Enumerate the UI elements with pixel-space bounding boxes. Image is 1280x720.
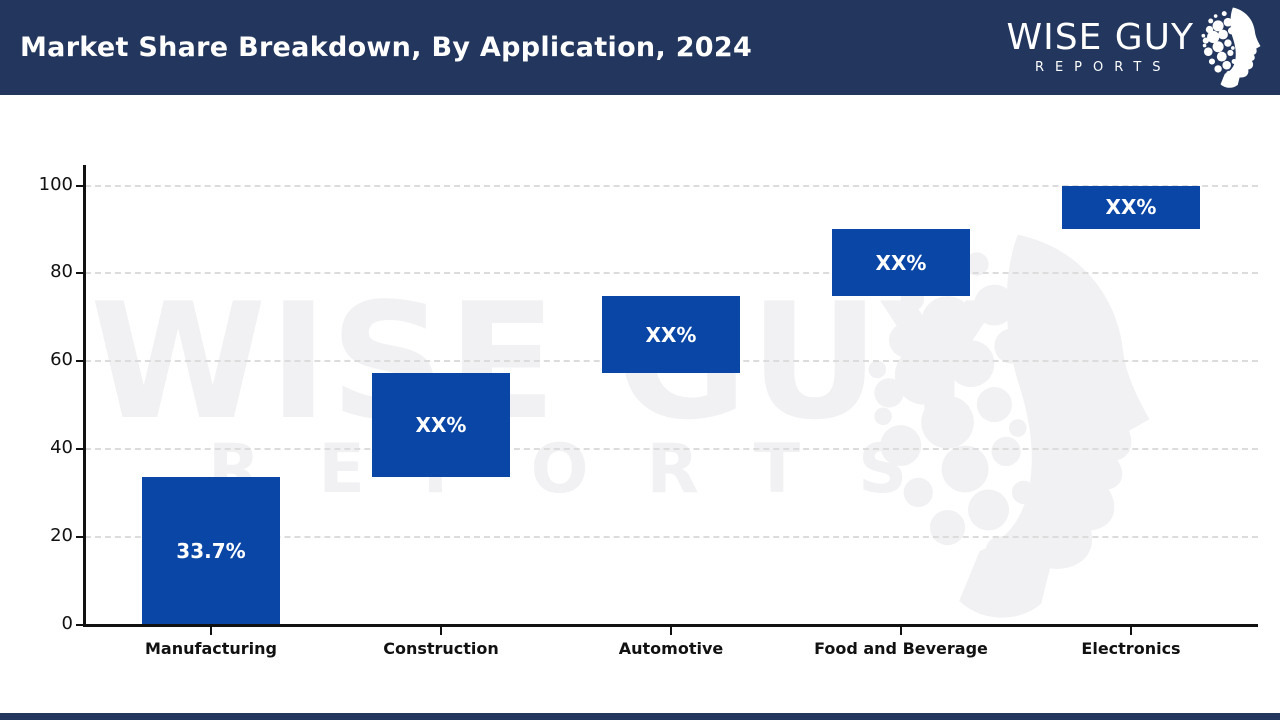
y-tick-mark [76, 448, 85, 451]
y-tick-label: 60 [50, 349, 73, 371]
gridline [85, 536, 1258, 539]
y-tick-label: 40 [50, 437, 73, 459]
x-axis-line [83, 624, 1258, 627]
gridline [85, 184, 1258, 187]
footer-bar [0, 713, 1280, 720]
x-category-label: Construction [383, 639, 499, 658]
y-tick-mark [76, 624, 85, 626]
y-axis-line [83, 165, 86, 627]
logo-wordmark: WISE GUY [1006, 17, 1194, 58]
y-tick-label: 100 [38, 173, 73, 195]
x-category-label: Manufacturing [145, 639, 277, 658]
bar-value-label: XX% [1105, 195, 1157, 220]
logo-subtext: REPORTS [1034, 60, 1172, 75]
brand-logo: WISE GUY REPORTS [1007, 0, 1267, 95]
bar-value-label: XX% [415, 413, 467, 438]
bar: XX% [1062, 185, 1200, 230]
bar-value-label: XX% [645, 322, 697, 347]
logo-head-icon [1201, 6, 1261, 88]
y-tick-mark [76, 272, 85, 275]
x-category-label: Electronics [1081, 639, 1181, 658]
x-category-label: Food and Beverage [814, 639, 988, 658]
bar: XX% [602, 296, 740, 374]
y-tick-mark [76, 360, 85, 363]
x-tick-mark [1130, 627, 1132, 635]
bar: XX% [832, 229, 970, 297]
x-tick-mark [900, 627, 902, 635]
bar: XX% [372, 373, 510, 477]
x-tick-mark [670, 627, 672, 635]
gridline [85, 448, 1258, 451]
y-tick-label: 20 [50, 525, 73, 547]
bar-value-label: 33.7% [176, 538, 246, 563]
bar-value-label: XX% [875, 250, 927, 275]
header-banner: Market Share Breakdown, By Application, … [0, 0, 1280, 95]
y-tick-mark [76, 184, 85, 187]
bar: 33.7% [142, 476, 280, 625]
chart-title: Market Share Breakdown, By Application, … [20, 32, 753, 63]
y-tick-label: 0 [61, 613, 73, 634]
x-tick-mark [440, 627, 442, 635]
x-tick-mark [210, 627, 212, 635]
gridline [85, 272, 1258, 275]
x-category-label: Automotive [618, 639, 724, 658]
y-tick-mark [76, 536, 85, 539]
y-tick-label: 80 [50, 261, 73, 283]
